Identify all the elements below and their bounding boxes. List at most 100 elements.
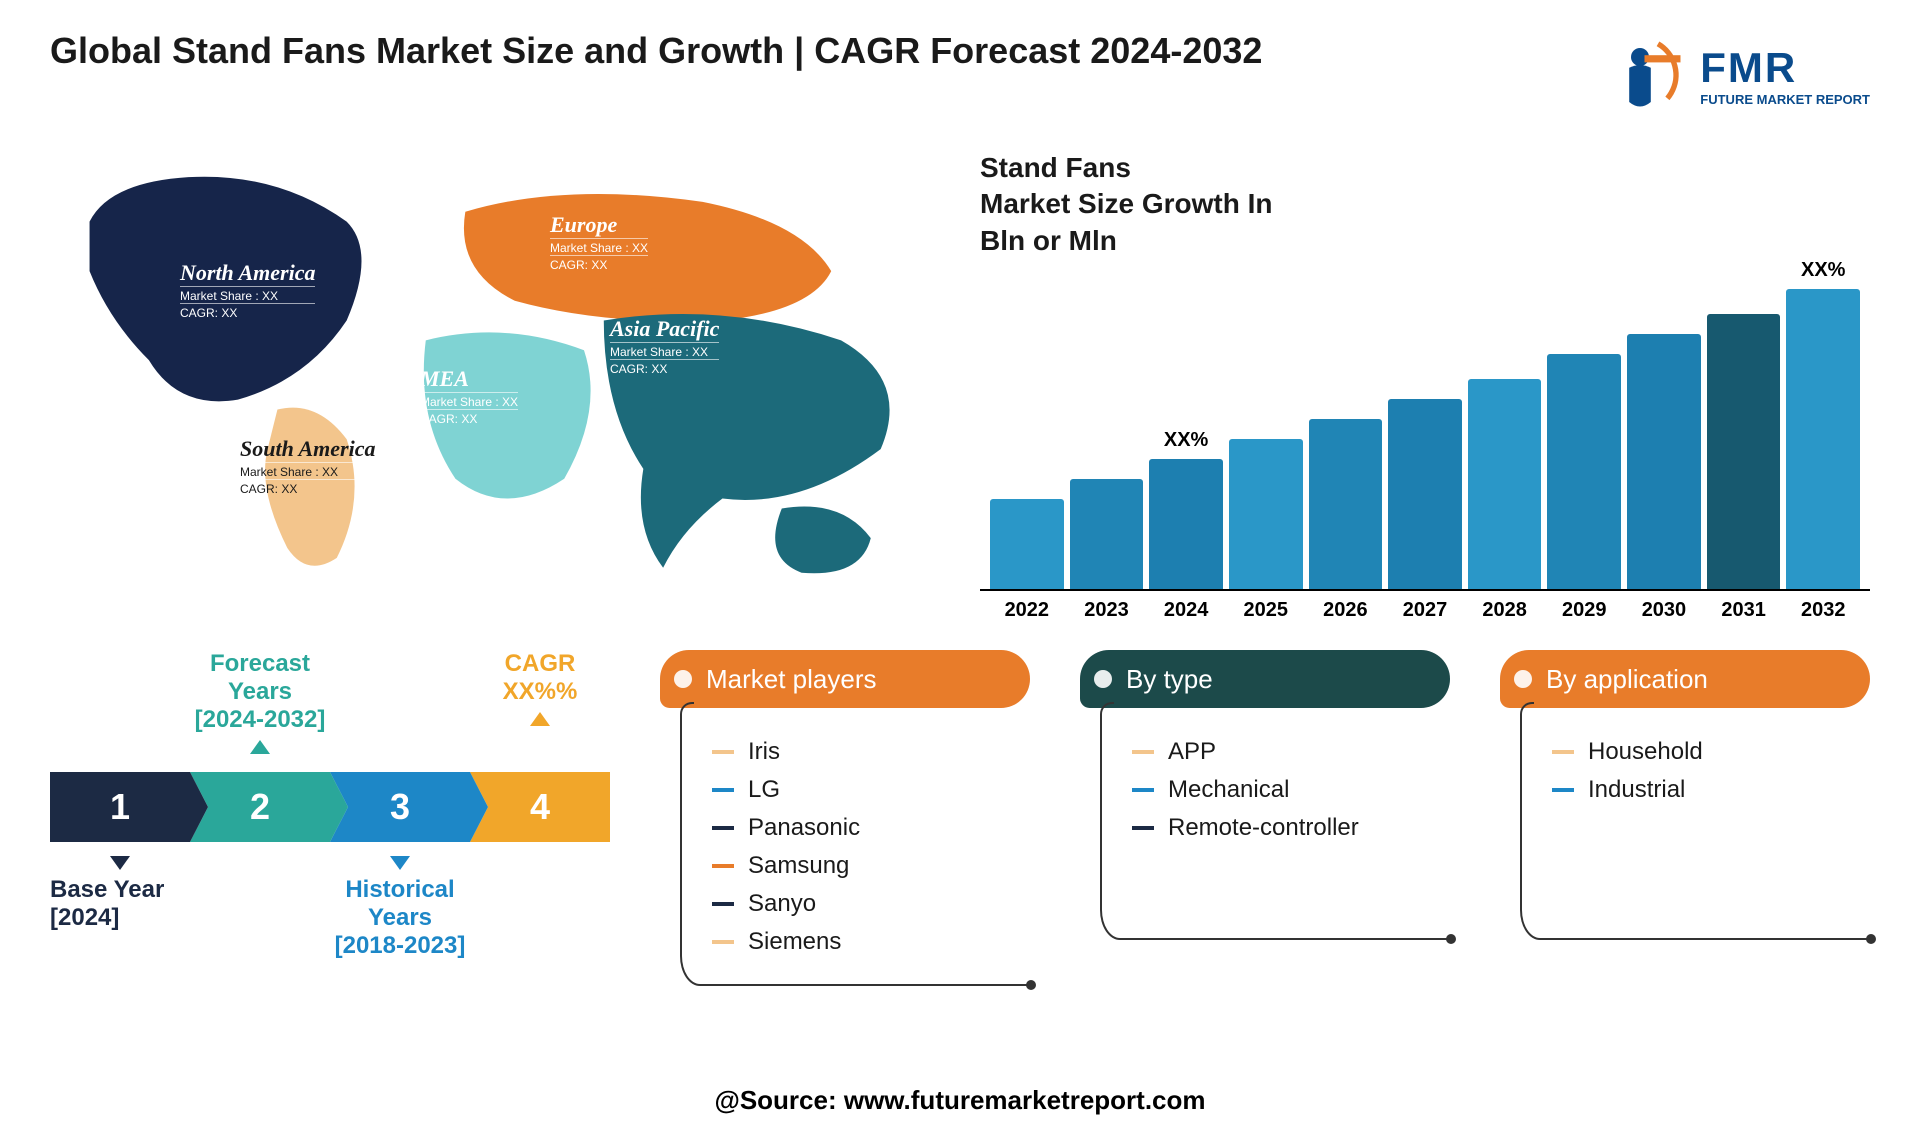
section-list: APP Mechanical Remote-controller: [1100, 720, 1450, 940]
bar-rect: [1627, 334, 1701, 589]
pill-label: By type: [1126, 664, 1213, 695]
list-item-label: Panasonic: [748, 814, 860, 842]
bar-2028: [1468, 349, 1542, 589]
pill-dot-icon: [1094, 670, 1112, 688]
tick-icon: [712, 788, 734, 792]
list-item-label: Siemens: [748, 928, 841, 956]
section-list: Household Industrial: [1520, 720, 1870, 940]
bar-rect: [1388, 399, 1462, 589]
x-tick-2022: 2022: [990, 599, 1064, 622]
timeline-bar: 1234: [50, 772, 610, 842]
region-cagr: CAGR: XX: [180, 303, 315, 320]
bar-rect: [1786, 289, 1860, 589]
list-item-label: Remote-controller: [1168, 814, 1359, 842]
list-item: Panasonic: [712, 814, 1020, 842]
logo: FMR FUTURE MARKET REPORT: [1595, 30, 1870, 120]
chart-title-l1: Stand Fans: [980, 152, 1131, 183]
bar-rect: [1468, 379, 1542, 589]
top-row: North AmericaMarket Share : XXCAGR: XXSo…: [50, 150, 1870, 590]
list-item: Mechanical: [1132, 776, 1440, 804]
bars-container: XX%XX%: [980, 269, 1870, 589]
timeline-bottom-label: Historical Years[2018-2023]: [330, 856, 470, 960]
bar-rect: [1070, 479, 1144, 589]
x-tick-2024: 2024: [1149, 599, 1223, 622]
pill-dot-icon: [674, 670, 692, 688]
tick-icon: [712, 902, 734, 906]
chart-title-l3: Bln or Mln: [980, 225, 1117, 256]
region-name: North America: [180, 260, 315, 286]
bar-2032: XX%: [1786, 259, 1860, 589]
logo-acronym: FMR: [1700, 44, 1870, 92]
bar-2029: [1547, 324, 1621, 589]
list-item: Remote-controller: [1132, 814, 1440, 842]
region-share: Market Share : XX: [240, 462, 376, 479]
x-axis-labels: 2022202320242025202620272028202920302031…: [980, 589, 1870, 622]
bar-2022: [990, 469, 1064, 589]
list-item: Industrial: [1552, 776, 1860, 804]
section-header-pill: By type: [1080, 650, 1450, 708]
region-cagr: CAGR: XX: [420, 409, 518, 426]
list-item-label: Mechanical: [1168, 776, 1289, 804]
source-line: @Source: www.futuremarketreport.com: [0, 1085, 1920, 1116]
bar-2025: [1229, 409, 1303, 589]
region-cagr: CAGR: XX: [610, 359, 719, 376]
by-type-panel: By type APP Mechanical Remote-controller: [1080, 650, 1450, 940]
list-item-label: Iris: [748, 738, 780, 766]
x-tick-2030: 2030: [1627, 599, 1701, 622]
timeline-seg-3: 3: [330, 772, 470, 842]
bar-rect: [1149, 459, 1223, 589]
chart-title-l2: Market Size Growth In: [980, 188, 1273, 219]
logo-tagline: FUTURE MARKET REPORT: [1700, 92, 1870, 107]
bar-chart: Stand Fans Market Size Growth In Bln or …: [980, 150, 1870, 590]
region-cagr: CAGR: XX: [550, 255, 648, 272]
list-item: Sanyo: [712, 890, 1020, 918]
list-item-label: Samsung: [748, 852, 849, 880]
bar-2024: XX%: [1149, 429, 1223, 589]
timeline-top-labels: Forecast Years[2024-2032]CAGRXX%%: [50, 650, 610, 758]
bar-2026: [1309, 389, 1383, 589]
tick-icon: [712, 826, 734, 830]
list-item: APP: [1132, 738, 1440, 766]
region-cagr: CAGR: XX: [240, 479, 376, 496]
region-label-ap: Asia PacificMarket Share : XXCAGR: XX: [610, 316, 719, 376]
bar-2030: [1627, 304, 1701, 589]
list-item: Siemens: [712, 928, 1020, 956]
bar-annotation: XX%: [1801, 259, 1845, 283]
tick-icon: [1552, 750, 1574, 754]
list-item: Household: [1552, 738, 1860, 766]
tick-icon: [1132, 788, 1154, 792]
region-share: Market Share : XX: [550, 238, 648, 255]
timeline-top-label: CAGRXX%%: [470, 650, 610, 758]
bar-rect: [1309, 419, 1383, 589]
tick-icon: [1132, 750, 1154, 754]
world-map: North AmericaMarket Share : XXCAGR: XXSo…: [50, 150, 940, 590]
tick-icon: [712, 864, 734, 868]
list-item-label: Industrial: [1588, 776, 1685, 804]
timeline-bottom-label: Base Year[2024]: [50, 856, 190, 960]
x-tick-2028: 2028: [1468, 599, 1542, 622]
tick-icon: [712, 940, 734, 944]
region-share: Market Share : XX: [420, 392, 518, 409]
tick-icon: [1132, 826, 1154, 830]
header-row: Global Stand Fans Market Size and Growth…: [50, 30, 1870, 120]
pill-dot-icon: [1514, 670, 1532, 688]
by-application-panel: By applicationHouseholdIndustrial: [1500, 650, 1870, 940]
timeline-seg-2: 2: [190, 772, 330, 842]
timeline-bottom-labels: Base Year[2024] Historical Years[2018-202…: [50, 856, 610, 960]
timeline-seg-1: 1: [50, 772, 190, 842]
x-tick-2029: 2029: [1547, 599, 1621, 622]
bottom-row: Forecast Years[2024-2032]CAGRXX%% 1234 B…: [50, 650, 1870, 986]
binoculars-person-icon: [1595, 30, 1685, 120]
bar-rect: [1229, 439, 1303, 589]
bar-annotation: XX%: [1164, 429, 1208, 453]
list-item-label: APP: [1168, 738, 1216, 766]
x-tick-2023: 2023: [1070, 599, 1144, 622]
list-item: Iris: [712, 738, 1020, 766]
timeline-panel: Forecast Years[2024-2032]CAGRXX%% 1234 B…: [50, 650, 610, 960]
region-share: Market Share : XX: [180, 286, 315, 303]
bar-2027: [1388, 369, 1462, 589]
list-item-label: LG: [748, 776, 780, 804]
region-name: Asia Pacific: [610, 316, 719, 342]
tick-icon: [1552, 788, 1574, 792]
bar-rect: [1707, 314, 1781, 589]
